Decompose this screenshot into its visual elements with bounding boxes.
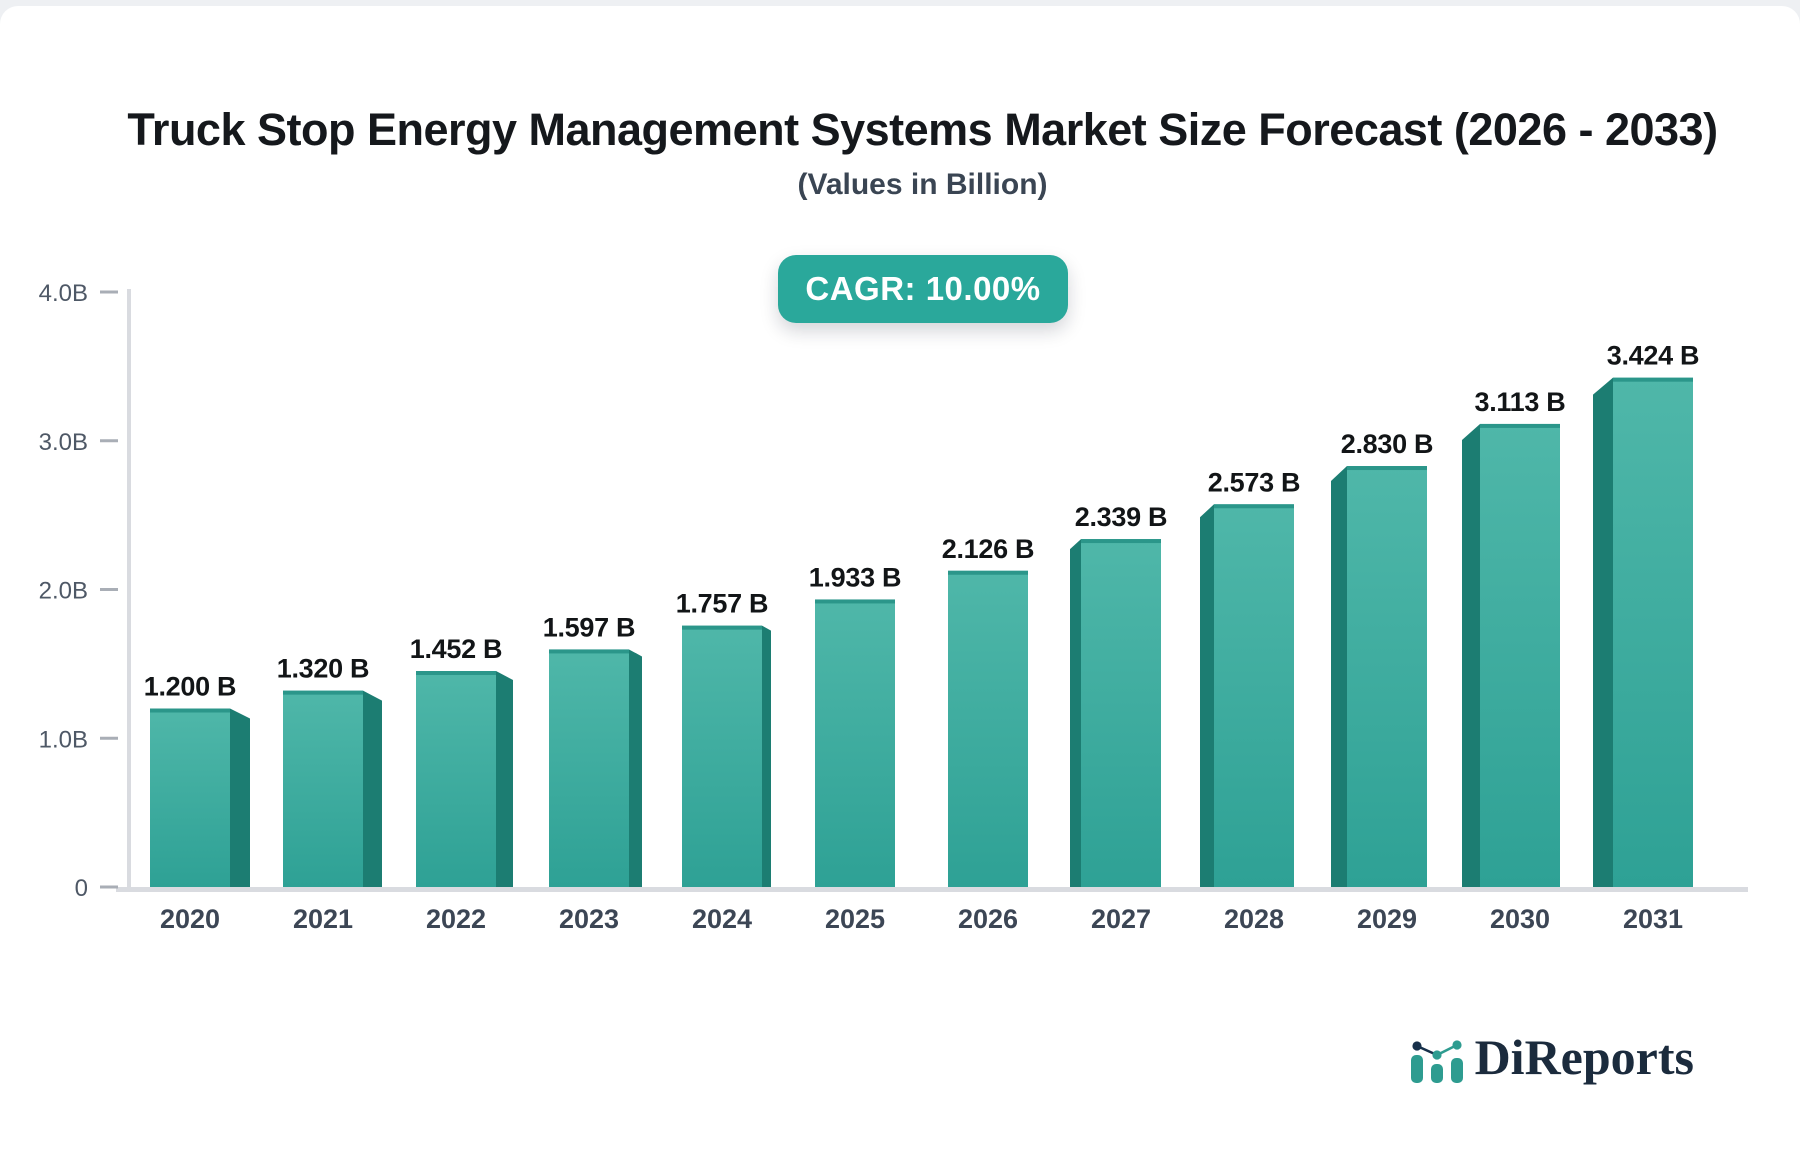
bar-side-face (1331, 466, 1347, 887)
y-axis-tick-label: 4.0B (39, 280, 88, 307)
x-axis-label: 2026 (958, 904, 1018, 934)
bar-top-edge (1214, 504, 1294, 509)
bar (1081, 539, 1161, 887)
bar-top-edge (283, 690, 363, 695)
y-axis-tick-label: 0 (75, 875, 88, 902)
bar-top-edge (416, 671, 496, 676)
y-axis-tick (100, 588, 118, 591)
bar (682, 625, 762, 887)
x-axis-label: 2030 (1490, 904, 1550, 934)
bar-top-edge (549, 649, 629, 654)
x-axis-label: 2025 (825, 904, 885, 934)
bar-top-edge (948, 570, 1028, 575)
y-axis-tick (100, 736, 118, 740)
x-axis-label: 2020 (160, 904, 220, 934)
bar-value-label: 2.830 B (1341, 429, 1433, 459)
bar (1480, 423, 1560, 887)
y-axis-tick (100, 439, 118, 443)
bar (1347, 466, 1427, 887)
bar-side-face (762, 625, 771, 887)
y-axis-tick-label: 3.0B (39, 429, 88, 456)
bar-value-label: 1.320 B (277, 654, 369, 684)
bar-top-edge (682, 625, 762, 630)
bar-top-edge (1480, 423, 1560, 428)
x-axis-label: 2031 (1623, 904, 1683, 934)
x-axis-label: 2022 (426, 904, 486, 934)
bar-value-label: 1.933 B (809, 562, 901, 592)
brand-name: DiReports (1474, 1029, 1694, 1085)
bar (549, 649, 629, 887)
y-axis-tick (100, 885, 118, 889)
bar-value-label: 1.757 B (676, 589, 768, 619)
bar-value-label: 2.573 B (1208, 467, 1300, 497)
bar-side-face (629, 649, 642, 887)
bar (948, 570, 1028, 887)
bar-value-label: 3.113 B (1475, 387, 1566, 417)
bar-side-face (1200, 504, 1214, 887)
x-axis-label: 2021 (293, 904, 353, 934)
bar-value-label: 3.424 B (1607, 341, 1699, 371)
bar-top-edge (150, 708, 230, 713)
bar-top-edge (815, 599, 895, 604)
x-axis-label: 2023 (559, 904, 619, 934)
cagr-badge: CAGR: 10.00% (778, 255, 1068, 323)
bar (815, 599, 895, 887)
bar-side-face (1070, 539, 1081, 887)
bar-side-face (1593, 377, 1613, 887)
x-axis-line (116, 887, 1748, 892)
bar (1613, 377, 1693, 887)
brand-logo: DiReports (1409, 1030, 1694, 1085)
bar-value-label: 2.339 B (1075, 502, 1167, 532)
x-axis-label: 2028 (1224, 904, 1284, 934)
bar-top-edge (1081, 539, 1161, 544)
x-axis-label: 2029 (1357, 904, 1417, 934)
bar (150, 708, 230, 887)
chart-subtitle: (Values in Billion) (797, 168, 1048, 201)
bar-top-edge (1347, 466, 1427, 471)
x-axis-label: 2027 (1091, 904, 1151, 934)
bar-top-edge (1613, 377, 1693, 382)
y-axis-tick (100, 290, 118, 294)
bar (1214, 504, 1294, 887)
y-axis-line (127, 289, 131, 887)
y-axis-tick-label: 2.0B (39, 578, 88, 605)
bar-value-label: 2.126 B (942, 534, 1034, 564)
y-axis-tick-label: 1.0B (39, 726, 88, 753)
bar-value-label: 1.452 B (410, 634, 502, 664)
bar (283, 690, 363, 887)
bar (416, 671, 496, 887)
bar-value-label: 1.200 B (144, 672, 236, 702)
bar-value-label: 1.597 B (543, 612, 635, 642)
bar-side-face (230, 708, 250, 887)
bar-side-face (363, 690, 382, 887)
chart-title: Truck Stop Energy Management Systems Mar… (127, 104, 1718, 155)
mini-chart-icon (1410, 1040, 1463, 1083)
x-axis-label: 2024 (692, 904, 752, 934)
bar-side-face (1462, 423, 1480, 887)
bar-side-face (496, 671, 513, 887)
